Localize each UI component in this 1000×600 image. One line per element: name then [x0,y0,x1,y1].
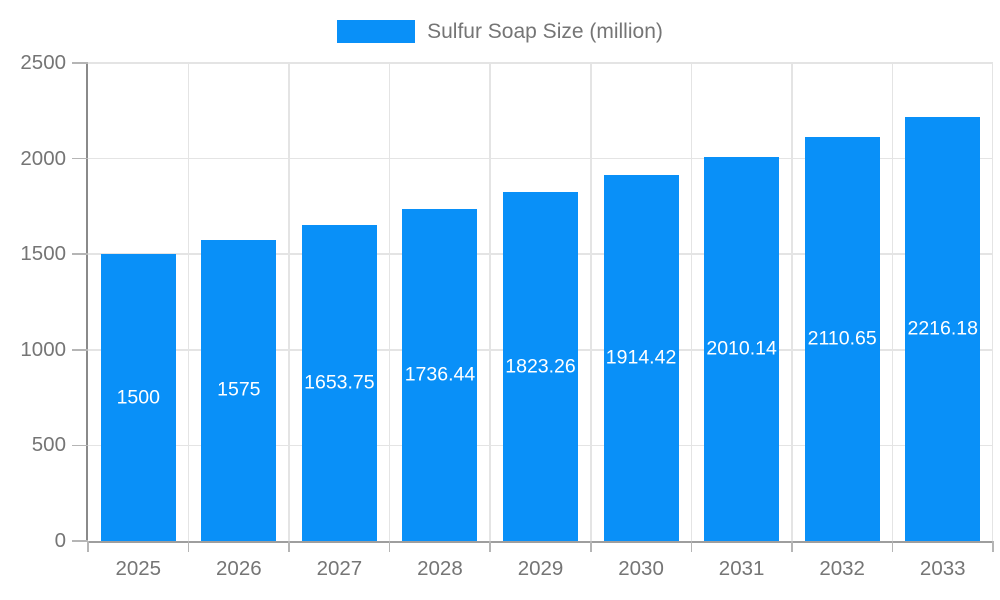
gridline-v [690,63,693,541]
gridline-v [791,63,793,541]
bar-2027 [301,224,377,541]
gridline-v [187,63,190,541]
x-axis-tick [87,541,89,552]
bar-value-label: 2110.65 [807,327,877,350]
bar-2031 [704,156,780,541]
legend-swatch [337,20,416,43]
y-axis-tick [72,540,88,542]
bar-2028 [402,209,478,541]
gridline-v [590,63,592,541]
x-axis-tick [388,541,391,552]
bar-value-label: 2216.18 [907,317,978,340]
bar-2029 [503,192,578,541]
gridline-h [88,62,993,64]
y-axis-tick [72,349,88,351]
x-axis-tick-label: 2032 [819,557,865,580]
x-axis-tick [690,541,693,552]
bar-2025 [100,254,176,541]
x-axis-tick [992,541,994,552]
bar-value-label: 1914.42 [605,346,677,369]
y-axis-tick [72,444,88,447]
x-axis-tick-label: 2033 [919,557,966,580]
x-axis-tick-label: 2029 [517,557,564,580]
x-axis-tick [489,541,491,552]
y-axis-tick-label: 500 [31,433,66,457]
plot-area: 1500 1575 1653.75 1736.44 1823.26 1914.42 2010… [86,62,993,543]
y-axis-tick [72,62,88,64]
bar-value-label: 1653.75 [304,371,375,394]
x-axis-line [88,541,993,543]
y-axis-tick-label: 1000 [20,337,66,361]
gridline-v [891,63,894,541]
bar-value-label: 2010.14 [706,337,777,360]
x-axis-tick-label: 2030 [618,557,664,580]
x-axis-tick-label: 2025 [115,557,162,580]
gridline-v [288,63,290,541]
bar-2030 [603,174,679,541]
legend-label: Sulfur Soap Size (million) [427,20,663,43]
x-axis-tick [791,541,793,552]
gridline-v [489,63,491,541]
bar-value-label: 1736.44 [404,363,476,386]
x-axis-tick-label: 2031 [718,557,765,580]
y-axis-tick-label: 2000 [20,146,66,170]
x-axis-tick-label: 2028 [417,557,463,580]
x-axis-tick [891,541,894,552]
gridline-v [991,63,993,541]
y-axis-tick-label: 2500 [20,51,66,74]
bar-2026 [201,239,277,541]
y-axis-line [86,63,88,541]
y-axis-tick-label: 1500 [20,242,66,266]
x-axis-tick [590,541,592,552]
gridline-v [388,63,391,541]
y-axis-tick-label: 0 [54,529,66,552]
gridline-h [88,157,993,160]
y-axis-tick [72,157,88,160]
bar-2032 [804,137,880,541]
bar-2033 [905,117,981,541]
x-axis-tick [187,541,190,552]
legend[interactable]: Sulfur Soap Size (million) [0,20,1000,43]
x-axis-tick-label: 2026 [216,557,262,580]
bar-value-label: 1575 [217,378,261,401]
y-axis-tick [72,253,88,255]
bar-value-label: 1500 [116,386,160,409]
bar-value-label: 1823.26 [505,355,576,378]
x-axis-tick [288,541,290,552]
x-axis-tick-label: 2027 [316,557,363,580]
